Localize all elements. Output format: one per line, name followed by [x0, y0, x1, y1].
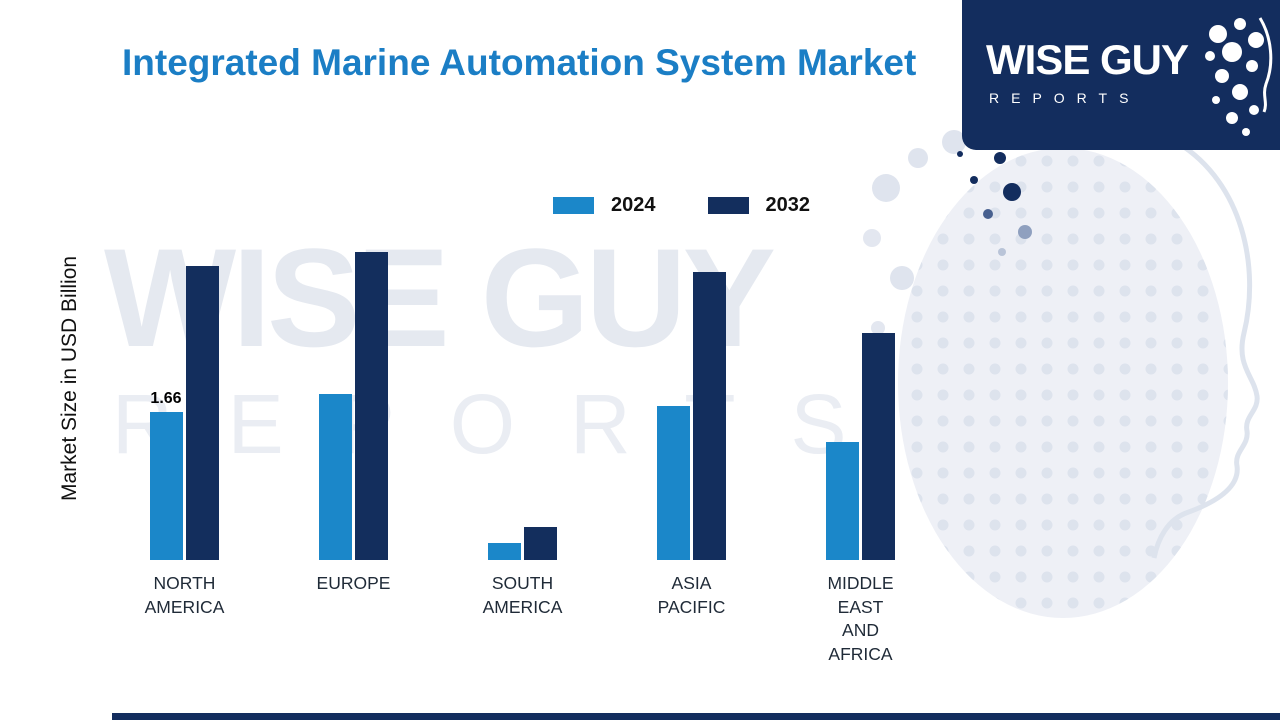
category-label: MIDDLE EAST AND AFRICA — [827, 573, 894, 664]
logo-panel: WISE GUY REPORTS — [962, 0, 1280, 150]
logo-subtext: REPORTS — [989, 90, 1141, 106]
legend-label: 2032 — [765, 194, 811, 216]
legend-swatch-2024 — [553, 197, 594, 214]
category-label: EUROPE — [316, 573, 391, 593]
legend-swatch-2032 — [707, 197, 749, 214]
category-label: ASIA PACIFIC — [657, 573, 726, 617]
logo-wordmark: WISE GUY — [986, 36, 1189, 83]
bar-2024-asia-pacific — [657, 406, 690, 560]
bar-2024-north-america — [150, 412, 183, 560]
bar-2024-middle-east-and-africa — [826, 442, 859, 560]
chart-title: Integrated Marine Automation System Mark… — [122, 42, 917, 83]
bar-2024-europe — [319, 394, 352, 560]
footer-bar — [112, 713, 1280, 720]
bar-2032-europe — [355, 252, 388, 560]
bar-pair — [488, 527, 557, 560]
category-label: SOUTH AMERICA — [482, 573, 563, 617]
bar-2032-north-america — [186, 266, 219, 560]
bar-2032-asia-pacific — [693, 272, 726, 560]
head-silhouette-watermark — [863, 128, 1260, 618]
bar-group-asia-pacific: ASIA PACIFIC — [607, 228, 776, 617]
bar-2024-south-america — [488, 543, 521, 560]
legend: 2024 2032 — [553, 194, 810, 217]
legend-label: 2024 — [611, 194, 656, 216]
bar-pair — [319, 252, 388, 560]
decorative-dots — [957, 151, 1032, 256]
bar-value-label: 1.66 — [150, 390, 182, 407]
bar-group-north-america: 1.66 NORTH AMERICA — [100, 228, 269, 617]
bar-2032-middle-east-and-africa — [862, 333, 895, 560]
bar-group-middle-east-and-africa: MIDDLE EAST AND AFRICA — [776, 228, 945, 664]
bar-group-south-america: SOUTH AMERICA — [438, 228, 607, 617]
legend-item-2024: 2024 — [553, 194, 656, 217]
bar-pair: 1.66 — [150, 266, 219, 560]
bar-chart: 1.66 NORTH AMERICA EUROPE SOUTH AMERICA ASIA… — [100, 228, 945, 664]
bar-group-europe: EUROPE — [269, 228, 438, 593]
bar-pair — [657, 272, 726, 560]
logo-head-icon — [1205, 17, 1273, 136]
legend-item-2032: 2032 — [707, 194, 811, 217]
y-axis-label: Market Size in USD Billion — [58, 255, 81, 501]
category-label: NORTH AMERICA — [144, 573, 225, 617]
bar-pair — [826, 333, 895, 560]
bar-2032-south-america — [524, 527, 557, 560]
